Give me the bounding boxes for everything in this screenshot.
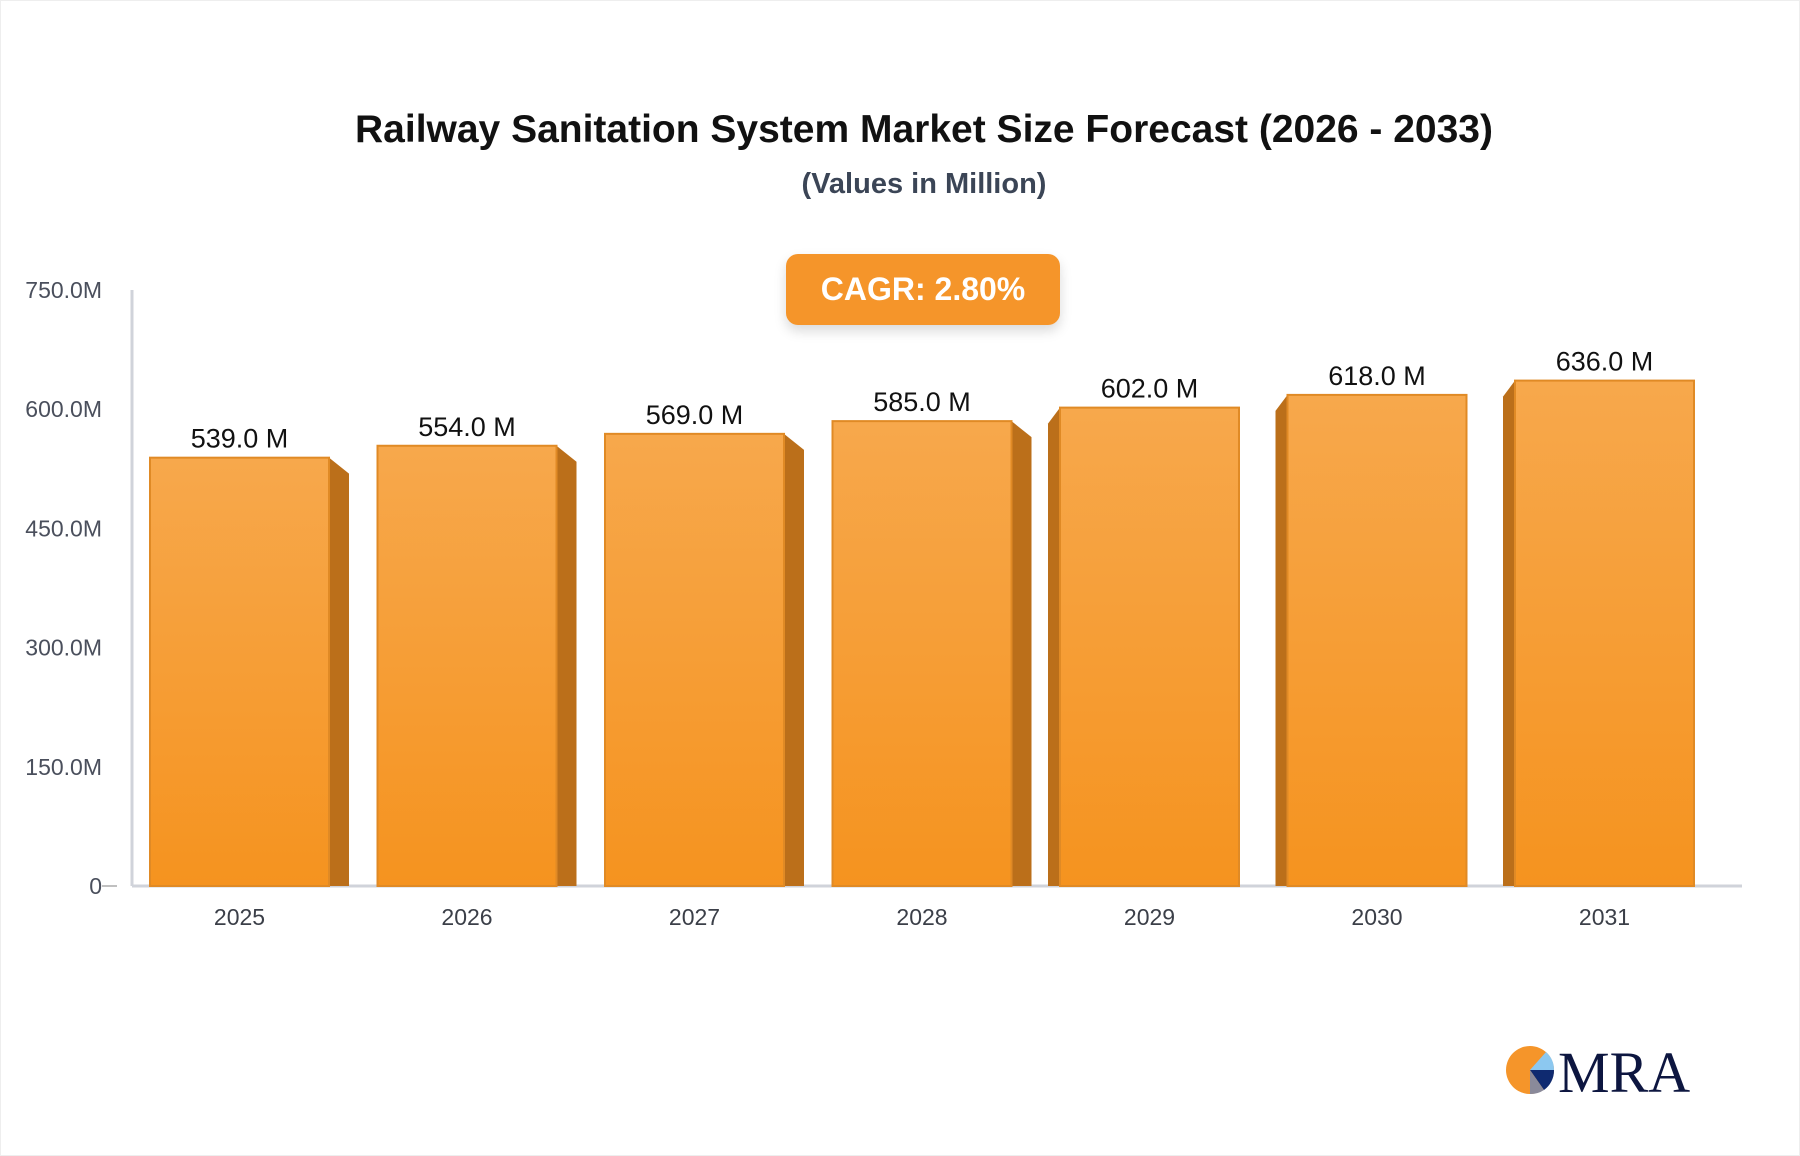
data-label: 602.0 M [1101,374,1199,404]
x-tick-label: 2027 [669,904,720,930]
cagr-badge: CAGR: 2.80% [786,254,1060,325]
chart-subtitle: (Values in Million) [801,168,1047,200]
y-tick-label: 750.0M [25,277,102,303]
y-tick-label: 600.0M [25,396,102,422]
x-tick-label: 2026 [441,904,492,930]
bar-side [329,457,349,886]
bar [376,444,558,887]
x-tick-label: 2031 [1579,904,1630,930]
x-tick-label: 2028 [896,904,947,930]
y-tick-label: 0 [89,873,102,899]
data-label: 636.0 M [1556,347,1654,377]
mra-logo: MRA [1506,1040,1690,1100]
y-tick-label: 450.0M [25,515,102,541]
logo-text: MRA [1558,1040,1690,1100]
bar [1514,379,1695,887]
data-label: 618.0 M [1328,361,1426,391]
x-tick-label: 2029 [1124,904,1175,930]
bar-side [1048,407,1060,886]
bar-side [1503,380,1515,886]
bar-side [784,433,804,886]
bar [1286,393,1468,887]
x-tick-label: 2025 [214,904,265,930]
data-label: 539.0 M [191,424,289,454]
bar [604,432,785,887]
data-label: 569.0 M [646,400,744,430]
data-label: 585.0 M [873,387,971,417]
bar [149,456,330,887]
data-label: 554.0 M [418,412,516,442]
chart-title: Railway Sanitation System Market Size Fo… [355,108,1493,151]
x-tick-label: 2030 [1351,904,1402,930]
bar [831,420,1013,887]
y-tick-label: 300.0M [25,635,102,661]
y-tick-label: 150.0M [25,754,102,780]
bar-side [1275,394,1288,886]
bar-side [1011,421,1032,886]
bar-side [556,445,577,886]
bar [1059,406,1240,887]
